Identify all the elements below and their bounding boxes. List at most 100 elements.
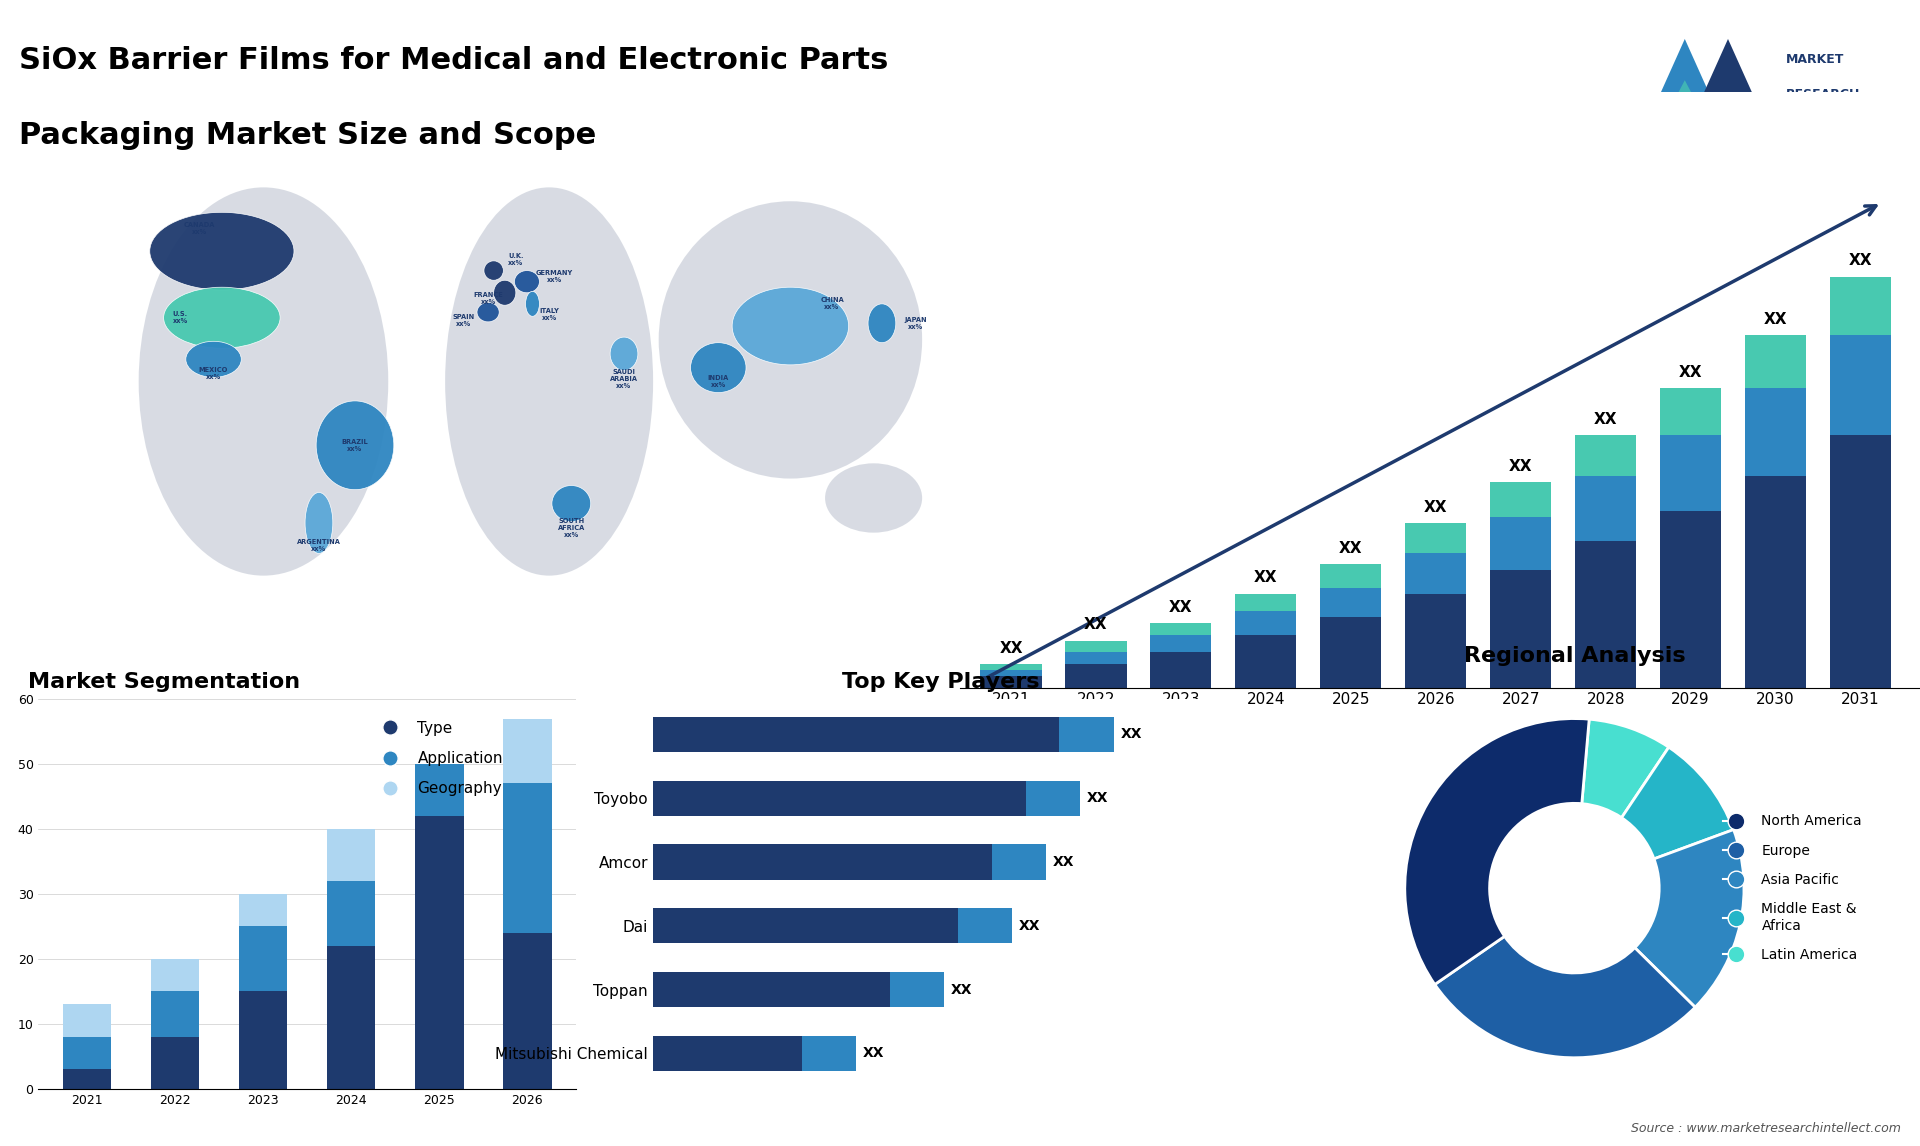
Bar bbox=[1745, 388, 1807, 477]
Text: XX: XX bbox=[1121, 728, 1142, 741]
Title: Regional Analysis: Regional Analysis bbox=[1463, 646, 1686, 666]
Text: XX: XX bbox=[1052, 855, 1073, 869]
Bar bbox=[238, 894, 288, 926]
Bar bbox=[1490, 571, 1551, 688]
Bar bbox=[1661, 388, 1720, 435]
Bar bbox=[653, 780, 1025, 816]
Text: SPAIN
xx%: SPAIN xx% bbox=[451, 314, 474, 327]
Bar bbox=[238, 991, 288, 1089]
Bar bbox=[1405, 524, 1467, 552]
Ellipse shape bbox=[826, 463, 922, 533]
Text: RESEARCH: RESEARCH bbox=[1786, 88, 1860, 102]
Text: XX: XX bbox=[998, 641, 1023, 656]
Bar bbox=[503, 719, 551, 784]
Ellipse shape bbox=[611, 337, 637, 370]
Text: SAUDI
ARABIA
xx%: SAUDI ARABIA xx% bbox=[611, 369, 637, 388]
Text: SiOx Barrier Films for Medical and Electronic Parts: SiOx Barrier Films for Medical and Elect… bbox=[19, 46, 889, 74]
Text: INDIA
xx%: INDIA xx% bbox=[708, 375, 730, 388]
Bar bbox=[1060, 716, 1114, 752]
Legend: Type, Application, Geography: Type, Application, Geography bbox=[369, 714, 509, 802]
Bar bbox=[653, 1036, 803, 1072]
Bar bbox=[326, 829, 376, 881]
Bar bbox=[415, 816, 463, 1089]
Ellipse shape bbox=[138, 187, 388, 575]
Text: GERMANY
xx%: GERMANY xx% bbox=[536, 269, 574, 283]
Polygon shape bbox=[1686, 39, 1770, 135]
Bar bbox=[653, 909, 958, 943]
Ellipse shape bbox=[526, 291, 540, 316]
Bar bbox=[326, 881, 376, 945]
Bar bbox=[1661, 435, 1720, 511]
Text: ITALY
xx%: ITALY xx% bbox=[540, 308, 559, 321]
Ellipse shape bbox=[186, 342, 242, 377]
Bar bbox=[326, 945, 376, 1089]
Bar bbox=[1661, 511, 1720, 688]
Bar bbox=[1150, 623, 1212, 635]
Text: SOUTH
AFRICA
xx%: SOUTH AFRICA xx% bbox=[557, 518, 586, 539]
Text: U.S.
xx%: U.S. xx% bbox=[173, 312, 188, 324]
Bar bbox=[1066, 652, 1127, 665]
Bar bbox=[415, 764, 463, 816]
Text: U.K.
xx%: U.K. xx% bbox=[509, 253, 524, 266]
Text: JAPAN
xx%: JAPAN xx% bbox=[904, 316, 927, 330]
Bar bbox=[1405, 594, 1467, 688]
Text: XX: XX bbox=[1425, 500, 1448, 515]
Ellipse shape bbox=[476, 303, 499, 322]
Ellipse shape bbox=[659, 202, 922, 479]
Ellipse shape bbox=[317, 401, 394, 489]
Text: XX: XX bbox=[1678, 364, 1703, 380]
Text: Market Segmentation: Market Segmentation bbox=[27, 672, 300, 692]
Bar bbox=[958, 909, 1012, 943]
Ellipse shape bbox=[868, 304, 897, 343]
Ellipse shape bbox=[445, 187, 653, 575]
Bar bbox=[63, 1004, 111, 1037]
Ellipse shape bbox=[150, 212, 294, 290]
Bar bbox=[1235, 635, 1296, 688]
Text: XX: XX bbox=[1085, 618, 1108, 633]
Text: XX: XX bbox=[1087, 791, 1108, 806]
Text: CANADA
xx%: CANADA xx% bbox=[184, 222, 215, 235]
Ellipse shape bbox=[732, 288, 849, 364]
Text: MARKET: MARKET bbox=[1786, 53, 1843, 65]
Bar bbox=[152, 991, 200, 1037]
Ellipse shape bbox=[163, 288, 280, 348]
Bar bbox=[653, 716, 1060, 752]
Text: CHINA
xx%: CHINA xx% bbox=[820, 297, 845, 311]
Bar bbox=[1574, 435, 1636, 477]
Wedge shape bbox=[1434, 936, 1695, 1058]
Bar bbox=[152, 1037, 200, 1089]
Bar bbox=[1830, 435, 1891, 688]
Text: XX: XX bbox=[1594, 411, 1617, 427]
Polygon shape bbox=[1642, 39, 1728, 135]
Bar bbox=[1235, 611, 1296, 635]
Bar bbox=[1830, 336, 1891, 435]
Text: ARGENTINA
xx%: ARGENTINA xx% bbox=[298, 539, 342, 551]
Ellipse shape bbox=[484, 261, 503, 281]
Bar bbox=[1066, 641, 1127, 652]
Text: FRANCE
xx%: FRANCE xx% bbox=[472, 292, 503, 305]
Text: XX: XX bbox=[1020, 919, 1041, 933]
Text: XX: XX bbox=[1764, 312, 1788, 327]
Bar bbox=[1066, 665, 1127, 688]
Ellipse shape bbox=[551, 486, 591, 521]
Text: XX: XX bbox=[950, 982, 972, 997]
Bar bbox=[1321, 564, 1380, 588]
Text: XX: XX bbox=[1338, 541, 1363, 556]
Bar bbox=[981, 665, 1041, 670]
Bar bbox=[503, 784, 551, 933]
Bar bbox=[1574, 541, 1636, 688]
Bar bbox=[1150, 652, 1212, 688]
Bar bbox=[653, 845, 991, 879]
Bar bbox=[63, 1069, 111, 1089]
Bar bbox=[1490, 482, 1551, 517]
Text: XX: XX bbox=[1509, 458, 1532, 474]
Bar bbox=[891, 972, 945, 1007]
Text: Source : www.marketresearchintellect.com: Source : www.marketresearchintellect.com bbox=[1630, 1122, 1901, 1135]
Text: XX: XX bbox=[1254, 571, 1277, 586]
Bar bbox=[152, 959, 200, 991]
Bar bbox=[1745, 477, 1807, 688]
Bar bbox=[238, 926, 288, 991]
Bar bbox=[1150, 635, 1212, 652]
Bar bbox=[1490, 517, 1551, 571]
Text: MEXICO
xx%: MEXICO xx% bbox=[200, 367, 228, 379]
